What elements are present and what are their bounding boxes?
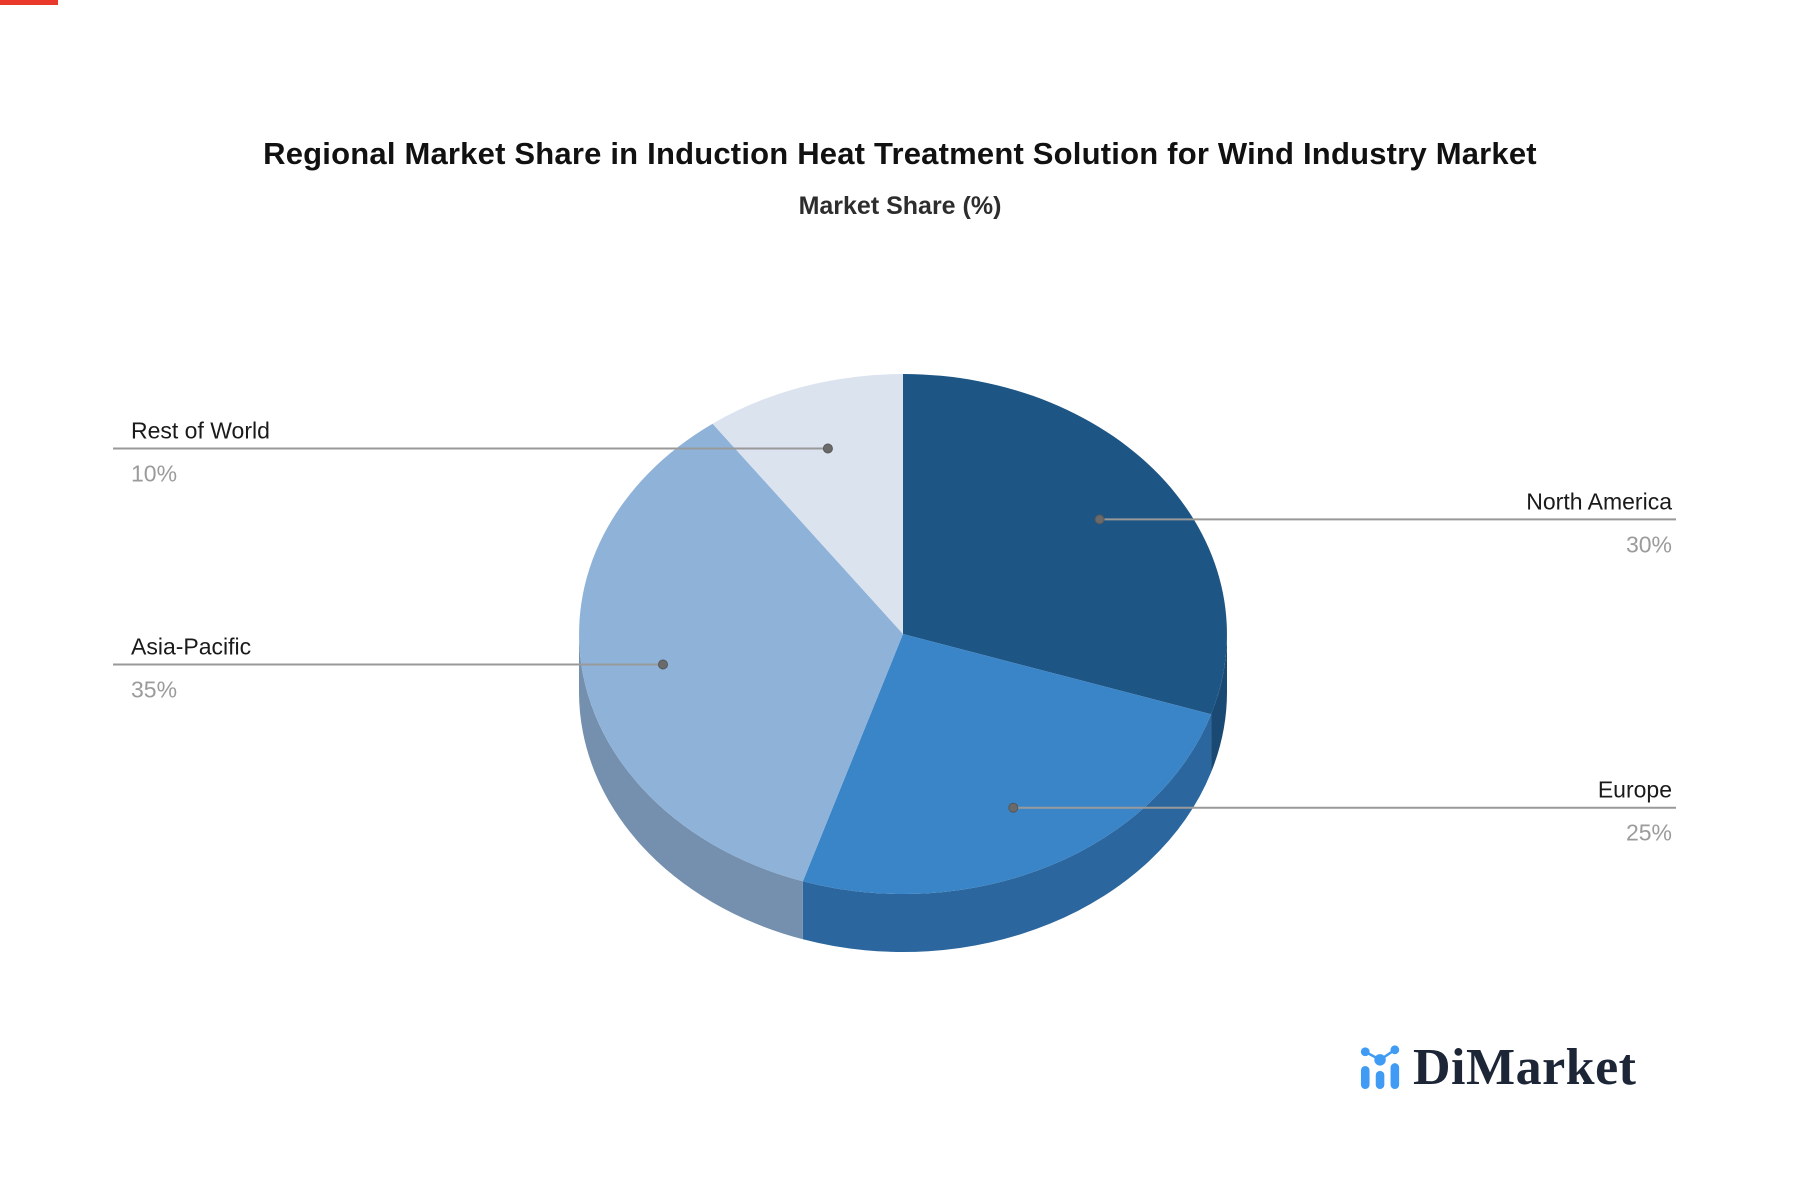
dimarket-logo: DiMarket bbox=[1360, 1039, 1637, 1097]
slice-pct-rest-of-world: 10% bbox=[131, 461, 177, 487]
leader-dot-asia-pacific bbox=[658, 659, 668, 670]
slice-label-asia-pacific: Asia-Pacific bbox=[131, 634, 251, 660]
bar-line-chart-icon bbox=[1360, 1045, 1400, 1089]
leader-dot-north-america bbox=[1094, 514, 1105, 525]
slice-label-europe: Europe bbox=[1598, 777, 1672, 803]
chart-title: Regional Market Share in Induction Heat … bbox=[263, 136, 1537, 171]
leader-dot-europe bbox=[1008, 802, 1019, 813]
slice-pct-north-america: 30% bbox=[1626, 531, 1672, 557]
slice-label-rest-of-world: Rest of World bbox=[131, 418, 270, 444]
logo-text: DiMarket bbox=[1413, 1039, 1637, 1097]
slice-pct-asia-pacific: 35% bbox=[131, 677, 177, 703]
pie-slice-north-america[interactable] bbox=[903, 374, 1227, 715]
pie-slice-rest-of-world[interactable] bbox=[712, 374, 903, 634]
leader-dot-rest-of-world bbox=[822, 443, 833, 454]
pie-slice-asia-pacific[interactable] bbox=[579, 423, 903, 882]
pie-side-asia-pacific bbox=[579, 634, 803, 940]
slice-pct-europe: 25% bbox=[1626, 820, 1672, 846]
pie-slice-europe[interactable] bbox=[802, 634, 1212, 895]
chart-subtitle: Market Share (%) bbox=[798, 192, 1002, 220]
slice-label-north-america: North America bbox=[1526, 488, 1672, 514]
pie-side-north-america bbox=[1211, 634, 1227, 773]
top-left-red-mark bbox=[0, 0, 58, 5]
pie-side-europe bbox=[802, 714, 1212, 953]
